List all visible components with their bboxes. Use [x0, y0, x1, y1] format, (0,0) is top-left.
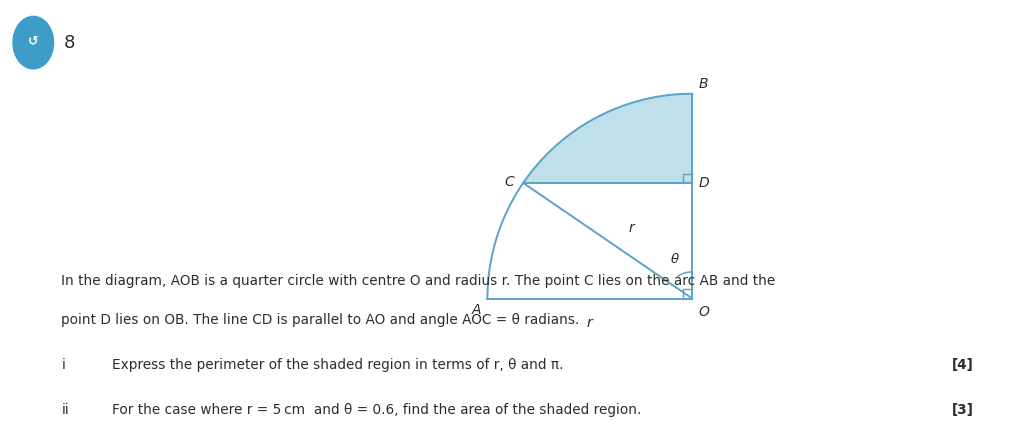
Text: For the case where r = 5 cm  and θ = 0.6, find the area of the shaded region.: For the case where r = 5 cm and θ = 0.6,… [112, 403, 641, 417]
Text: A: A [471, 302, 480, 317]
Text: θ: θ [671, 253, 679, 266]
Text: O: O [698, 305, 710, 319]
Text: r: r [628, 221, 634, 235]
Text: 8: 8 [63, 34, 75, 52]
Text: B: B [698, 77, 709, 91]
Text: point D lies on OB. The line CD is parallel to AO and angle AOC = θ radians.: point D lies on OB. The line CD is paral… [61, 313, 580, 327]
Text: In the diagram, AOB is a quarter circle with centre O and radius r. The point C : In the diagram, AOB is a quarter circle … [61, 274, 776, 288]
Text: [3]: [3] [952, 403, 974, 417]
Text: C: C [504, 175, 514, 189]
Polygon shape [523, 94, 692, 183]
Text: i: i [61, 358, 66, 372]
Circle shape [13, 16, 53, 69]
Text: ↺: ↺ [28, 35, 39, 48]
Text: D: D [698, 176, 710, 190]
Text: r: r [587, 316, 593, 330]
Text: ii: ii [61, 403, 70, 417]
Text: Express the perimeter of the shaded region in terms of r, θ and π.: Express the perimeter of the shaded regi… [112, 358, 563, 372]
Text: [4]: [4] [952, 358, 974, 372]
